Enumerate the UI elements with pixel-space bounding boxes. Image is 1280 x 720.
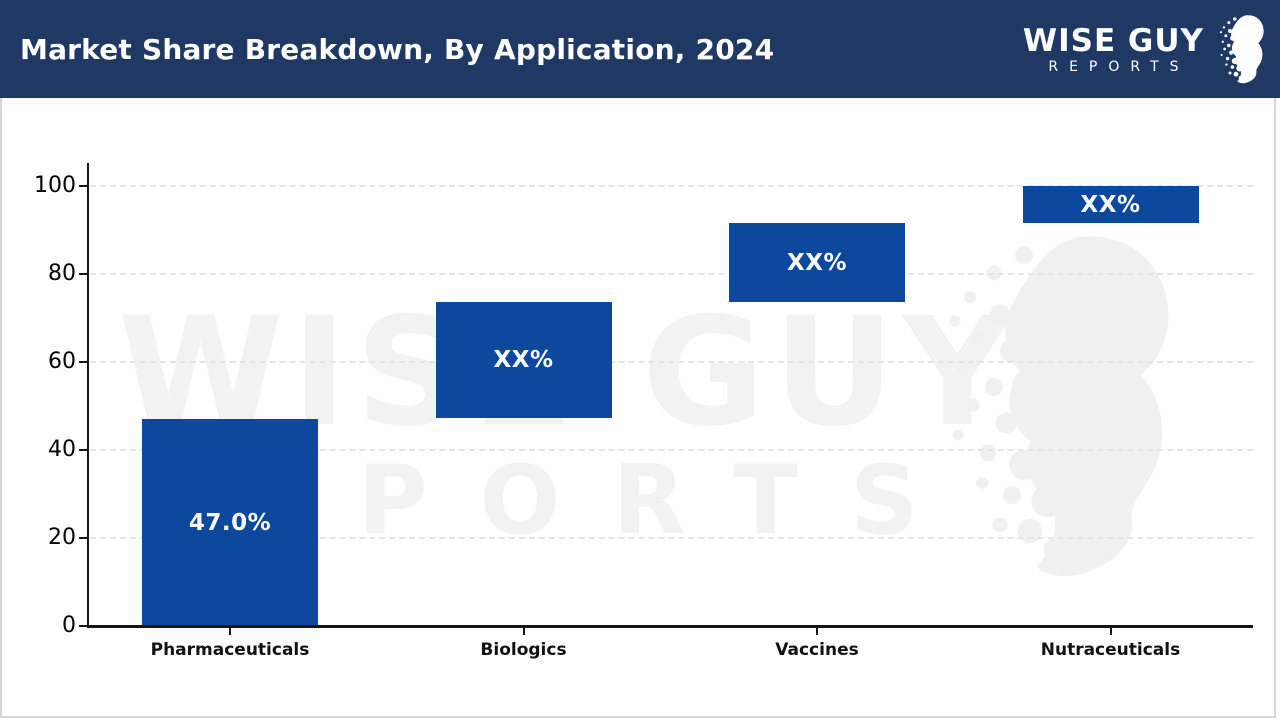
x-label-pharmaceuticals: Pharmaceuticals [150, 640, 310, 660]
y-tick-label-0: 0 [62, 612, 76, 638]
gridline-40 [90, 448, 1253, 451]
logo-wordmark: WISE GUY [1022, 22, 1204, 59]
y-tick-label-20: 20 [48, 524, 76, 550]
x-label-vaccines: Vaccines [775, 640, 859, 660]
y-tick-20 [79, 536, 87, 539]
watermark-subtext: PORTS [358, 446, 971, 556]
y-axis-line [87, 163, 89, 627]
bar-value-label: XX% [1080, 191, 1141, 218]
wise-guy-logo: WISE GUY REPORTS [1023, 11, 1266, 87]
gridline-20 [90, 536, 1253, 539]
gridline-80 [90, 272, 1253, 275]
page-border-right [1274, 98, 1276, 718]
y-tick-label-40: 40 [48, 436, 76, 462]
x-tick-vaccines [816, 628, 818, 635]
bar-biologics: XX% [435, 302, 612, 418]
page-border-left [0, 98, 2, 718]
gridline-100 [90, 185, 1253, 187]
header: Market Share Breakdown, By Application, … [0, 0, 1280, 98]
page-title: Market Share Breakdown, By Application, … [20, 32, 775, 66]
x-label-nutraceuticals: Nutraceuticals [1040, 640, 1181, 660]
x-axis-line [87, 625, 1253, 628]
y-tick-label-60: 60 [48, 348, 76, 374]
x-label-biologics: Biologics [480, 640, 567, 660]
logo-subtext: REPORTS [1048, 58, 1190, 75]
x-tick-pharmaceuticals [229, 628, 231, 635]
bar-nutraceuticals: XX% [1022, 186, 1199, 223]
page-border-bottom [0, 716, 1276, 718]
y-tick-100 [79, 185, 87, 187]
bar-vaccines: XX% [729, 223, 905, 302]
gridline-60 [90, 360, 1253, 363]
y-tick-60 [79, 360, 87, 363]
bar-value-label: XX% [786, 249, 847, 276]
y-tick-0 [79, 624, 87, 627]
y-tick-80 [79, 272, 87, 275]
y-tick-40 [79, 448, 87, 451]
logo-text: WISE GUY REPORTS [1023, 24, 1204, 75]
y-tick-label-100: 100 [34, 173, 76, 198]
bar-value-label: XX% [493, 347, 554, 373]
x-tick-nutraceuticals [1109, 628, 1112, 635]
watermark-face-icon [949, 236, 1169, 577]
bar-value-label: 47.0% [188, 509, 272, 536]
logo-face-icon [1219, 15, 1264, 84]
bar-pharmaceuticals: 47.0% [142, 419, 318, 626]
y-tick-label-80: 80 [48, 260, 76, 286]
x-tick-biologics [522, 628, 525, 635]
